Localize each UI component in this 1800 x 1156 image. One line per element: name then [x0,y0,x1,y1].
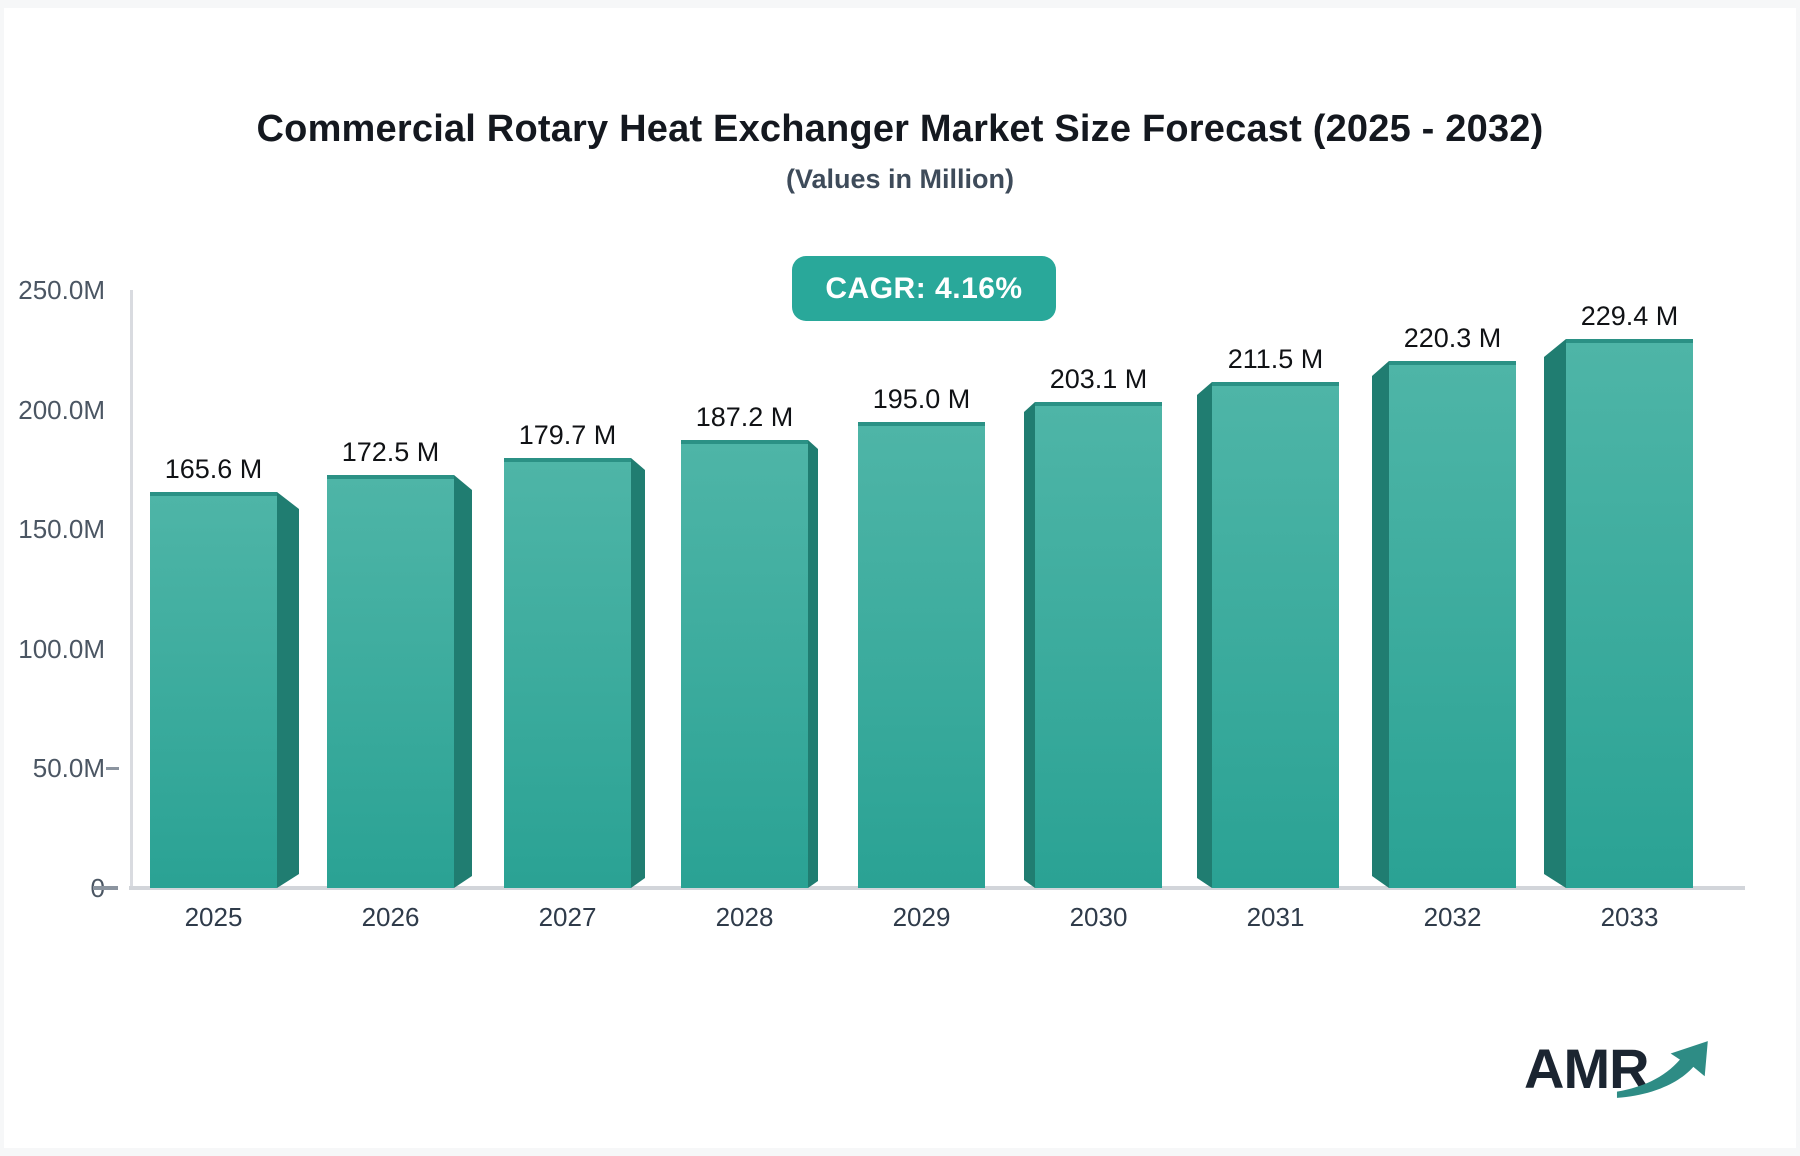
x-axis-label-2033: 2033 [1600,902,1659,932]
cagr-badge-label: CAGR: 4.16% [825,271,1023,305]
x-axis-label-2030: 2030 [1069,902,1128,932]
x-axis-label-2032: 2032 [1423,902,1482,932]
amr-logo: AMR [1524,1036,1724,1116]
y-axis-tick [106,767,119,770]
chart-subtitle: (Values in Million) [785,164,1015,194]
bar-2031 [1212,382,1339,888]
bar-2032 [1389,361,1516,888]
bar-2033 [1566,339,1693,888]
cagr-badge: CAGR: 4.16% [792,256,1056,321]
bar-value-label-2028: 187.2 M [695,402,794,432]
bar-value-label-2027: 179.7 M [518,420,617,450]
x-axis-label-2027: 2027 [538,902,597,932]
bar-side-3d-2030 [1024,402,1035,888]
bar-value-label-2033: 229.4 M [1580,301,1679,331]
y-axis-label-200.0M: 200.0M [18,395,105,425]
bar-side-3d-2028 [808,440,818,888]
bar-side-3d-2032 [1372,361,1389,888]
bar-value-label-2032: 220.3 M [1403,323,1502,353]
bar-2027 [504,458,631,888]
x-axis-label-2031: 2031 [1246,902,1305,932]
bar-2025 [150,492,277,888]
bar-2028 [681,440,808,888]
bar-side-3d-2031 [1197,382,1212,888]
bar-side-3d-2033 [1544,339,1566,888]
y-axis-label-50.0M: 50.0M [32,753,105,783]
y-axis-label-0: 0 [0,871,105,905]
bar-value-label-2025: 165.6 M [164,454,263,484]
bar-value-label-2026: 172.5 M [341,437,440,467]
bar-side-3d-2027 [631,458,645,888]
bar-2030 [1035,402,1162,888]
x-axis-label-2025: 2025 [184,902,243,932]
bar-side-3d-2025 [277,492,299,888]
bar-value-label-2029: 195.0 M [872,384,971,414]
x-axis-baseline [129,886,1745,890]
y-axis-label-250.0M: 250.0M [18,275,105,305]
bar-side-3d-2026 [454,475,472,888]
x-axis-label-2028: 2028 [715,902,774,932]
y-axis-label-150.0M: 150.0M [18,514,105,544]
x-axis-label-2029: 2029 [892,902,951,932]
bar-value-label-2030: 203.1 M [1049,364,1148,394]
bar-2029 [858,422,985,888]
chart-title: Commercial Rotary Heat Exchanger Market … [256,108,1544,150]
x-axis-label-2026: 2026 [361,902,420,932]
y-axis-label-100.0M: 100.0M [18,634,105,664]
amr-logo-arrow-icon [1616,1041,1708,1098]
bar-2026 [327,475,454,888]
y-axis-tick [93,886,118,890]
bar-value-label-2031: 211.5 M [1227,344,1324,374]
y-axis-line [130,290,133,888]
